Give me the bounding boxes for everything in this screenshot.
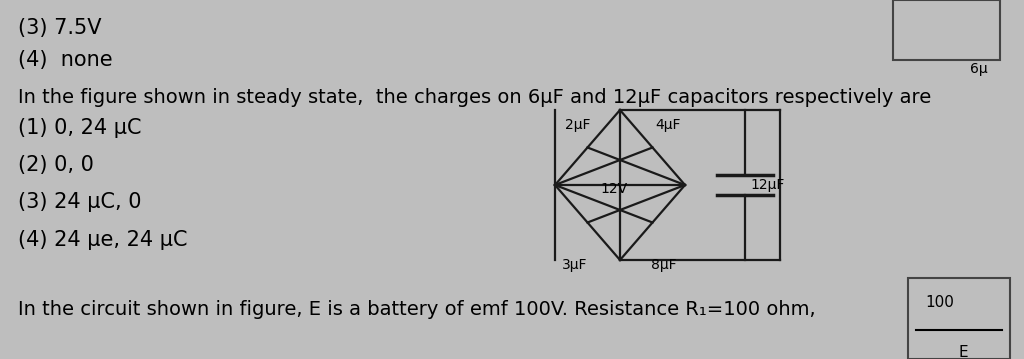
Text: (4) 24 μe, 24 μC: (4) 24 μe, 24 μC (18, 230, 187, 250)
Text: (2) 0, 0: (2) 0, 0 (18, 155, 94, 175)
Text: (3) 7.5V: (3) 7.5V (18, 18, 101, 38)
Text: (4)  none: (4) none (18, 50, 113, 70)
Text: (1) 0, 24 μC: (1) 0, 24 μC (18, 118, 141, 138)
Text: 6μ: 6μ (970, 62, 987, 76)
Text: In the figure shown in steady state,  the charges on 6μF and 12μF capacitors res: In the figure shown in steady state, the… (18, 88, 931, 107)
Text: 12μF: 12μF (750, 178, 784, 192)
Text: 4μF: 4μF (655, 118, 681, 132)
Bar (908, 278, 1010, 359)
Text: 2μF: 2μF (565, 118, 591, 132)
Text: 12V: 12V (600, 182, 627, 196)
Text: In the circuit shown in figure, E is a battery of emf 100V. Resistance R₁=100 oh: In the circuit shown in figure, E is a b… (18, 300, 816, 319)
Bar (893, 0, 1000, 60)
Text: (3) 24 μC, 0: (3) 24 μC, 0 (18, 192, 141, 212)
Text: 3μF: 3μF (562, 258, 588, 272)
Text: 8μF: 8μF (651, 258, 677, 272)
Text: 100: 100 (925, 295, 954, 310)
Text: E: E (958, 345, 968, 359)
